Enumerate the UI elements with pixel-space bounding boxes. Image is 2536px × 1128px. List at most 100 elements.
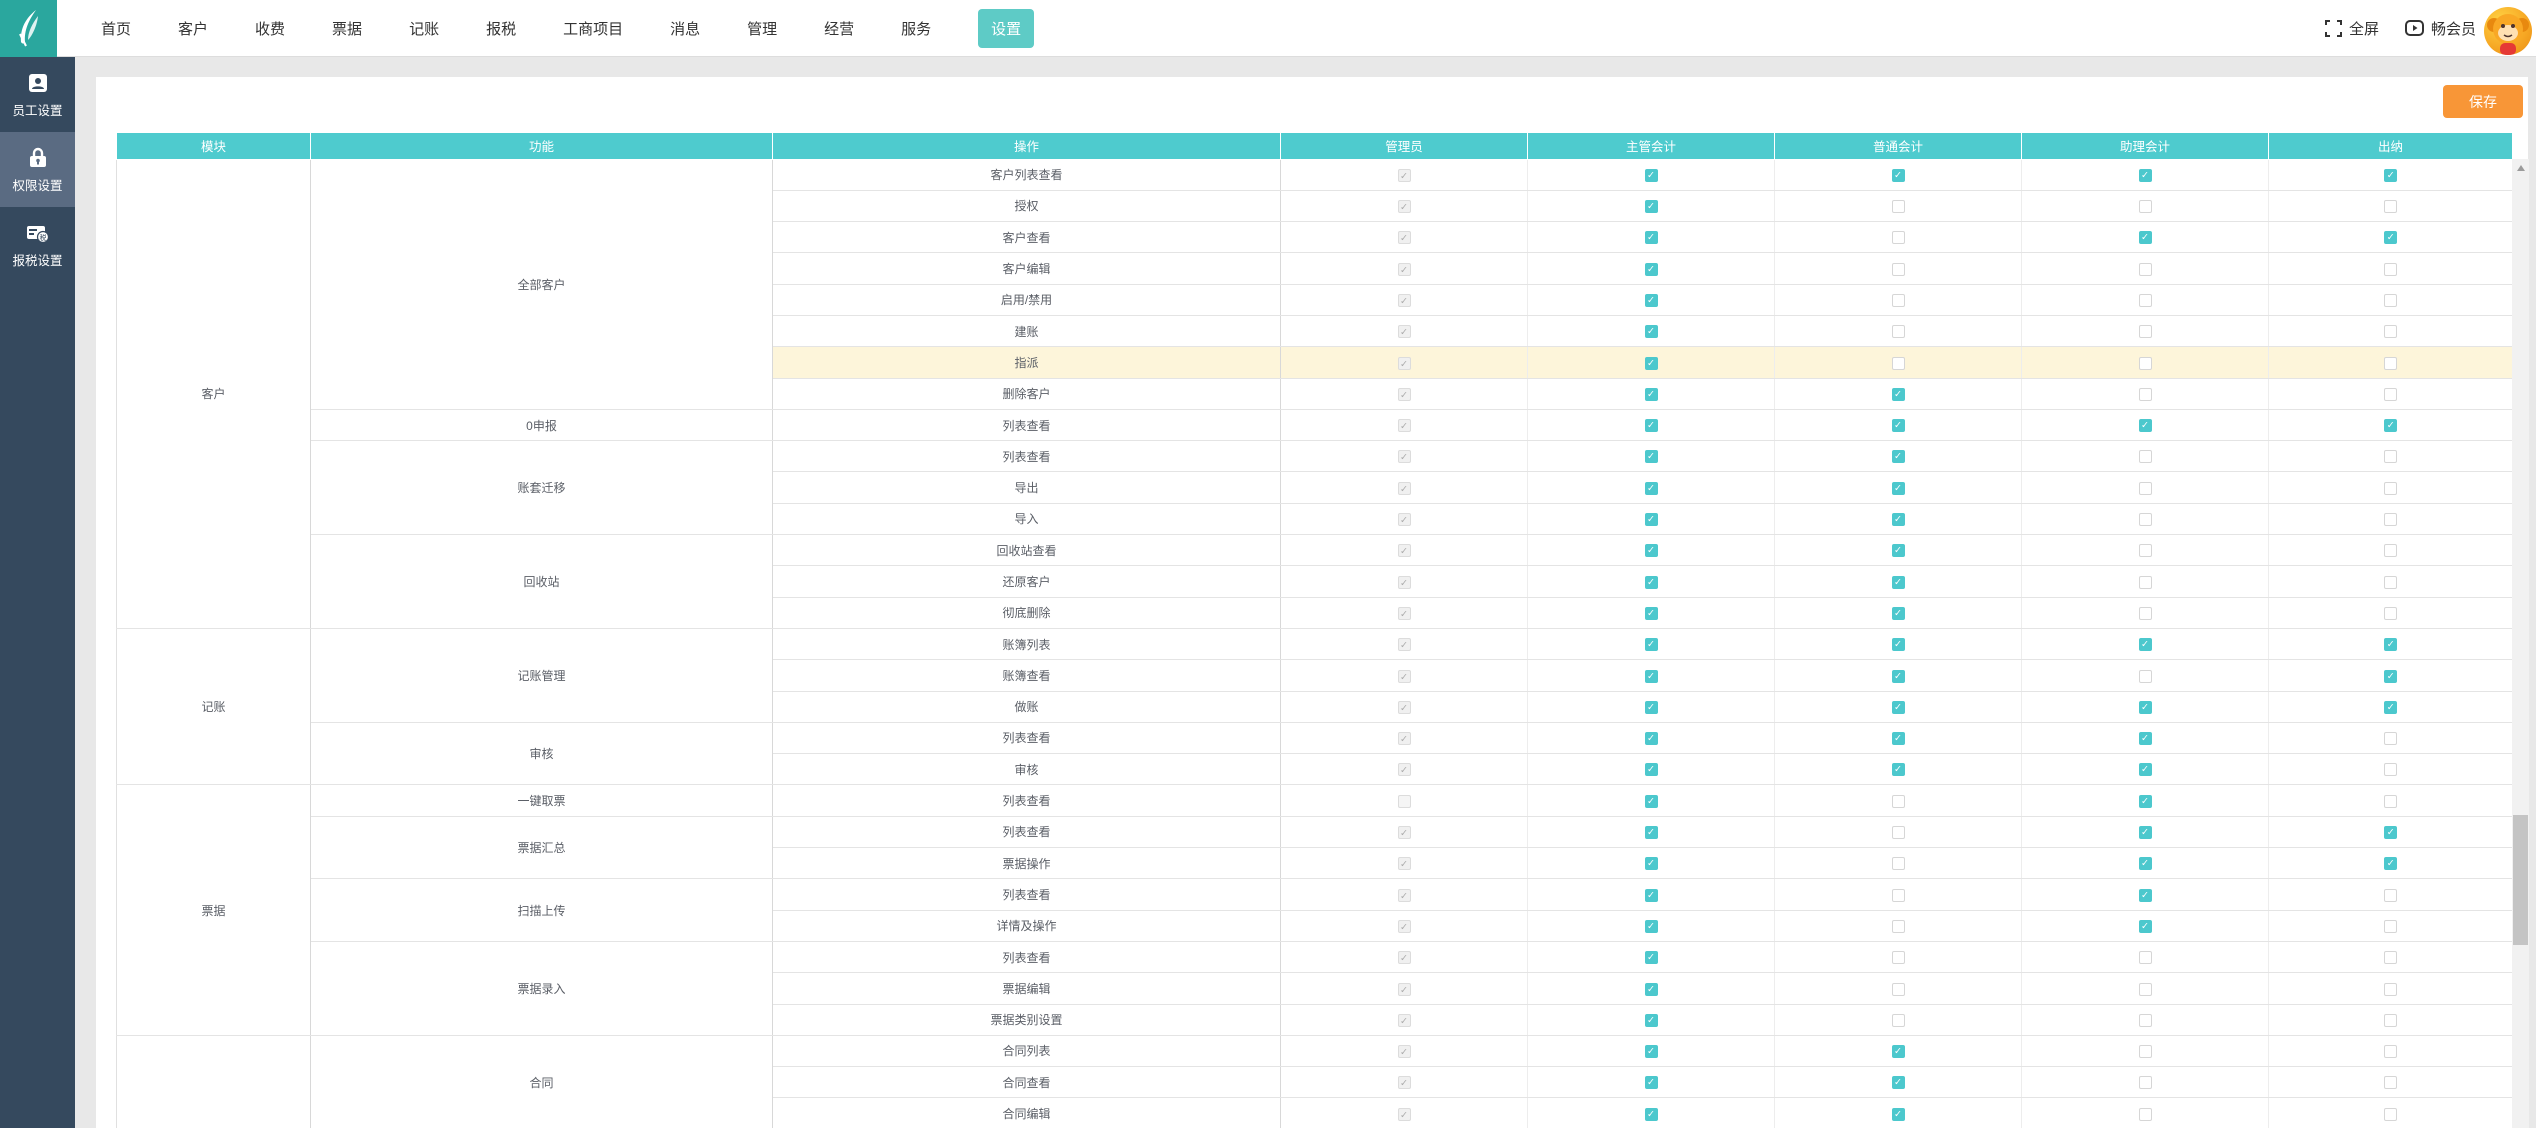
sidebar-item-报税设置[interactable]: 税报税设置 <box>0 207 75 282</box>
permission-checkbox[interactable]: ✓ <box>1891 450 1905 464</box>
permission-checkbox[interactable]: ✓ <box>1644 826 1658 840</box>
permission-checkbox[interactable]: ✓ <box>2138 168 2152 182</box>
permission-checkbox[interactable]: ✓ <box>2138 732 2152 746</box>
nav-item-票据[interactable]: 票据 <box>332 20 363 38</box>
permission-checkbox[interactable] <box>2138 200 2152 214</box>
sidebar-item-权限设置[interactable]: 权限设置 <box>0 132 75 207</box>
permission-checkbox[interactable]: ✓ <box>1644 732 1658 746</box>
nav-item-报税[interactable]: 报税 <box>486 20 517 38</box>
permission-checkbox[interactable] <box>2138 1107 2152 1121</box>
permission-checkbox[interactable]: ✓ <box>1644 544 1658 558</box>
permission-checkbox[interactable] <box>2384 200 2398 214</box>
permission-checkbox[interactable] <box>2384 982 2398 996</box>
permission-checkbox[interactable] <box>1891 982 1905 996</box>
permission-checkbox[interactable]: ✓ <box>1891 606 1905 620</box>
permission-checkbox[interactable] <box>1891 794 1905 808</box>
scroll-up-arrow-icon[interactable] <box>2512 159 2529 176</box>
permission-checkbox[interactable]: ✓ <box>1891 168 1905 182</box>
permission-checkbox[interactable] <box>2138 669 2152 683</box>
permission-checkbox[interactable] <box>2384 888 2398 902</box>
permission-checkbox[interactable]: ✓ <box>1644 513 1658 527</box>
permission-checkbox[interactable]: ✓ <box>1644 669 1658 683</box>
permission-checkbox[interactable] <box>2384 1107 2398 1121</box>
nav-item-消息[interactable]: 消息 <box>670 20 701 38</box>
nav-item-收费[interactable]: 收费 <box>255 20 286 38</box>
permission-checkbox[interactable]: ✓ <box>1644 200 1658 214</box>
nav-item-管理[interactable]: 管理 <box>747 20 778 38</box>
permission-checkbox[interactable]: ✓ <box>2384 700 2398 714</box>
permission-checkbox[interactable]: ✓ <box>1644 951 1658 965</box>
permission-checkbox[interactable] <box>2384 951 2398 965</box>
permission-checkbox[interactable] <box>2138 1076 2152 1090</box>
permission-checkbox[interactable]: ✓ <box>1644 606 1658 620</box>
permission-checkbox[interactable] <box>2384 450 2398 464</box>
permission-checkbox[interactable] <box>1891 294 1905 307</box>
permission-checkbox[interactable] <box>1891 1013 1905 1027</box>
permission-checkbox[interactable]: ✓ <box>2138 919 2152 933</box>
permission-checkbox[interactable]: ✓ <box>1644 419 1658 433</box>
permission-checkbox[interactable]: ✓ <box>2384 638 2398 652</box>
nav-item-首页[interactable]: 首页 <box>101 20 132 38</box>
permission-checkbox[interactable] <box>1891 826 1905 840</box>
permission-checkbox[interactable]: ✓ <box>1891 387 1905 401</box>
sidebar-item-员工设置[interactable]: 员工设置 <box>0 57 75 132</box>
permission-checkbox[interactable]: ✓ <box>1644 1076 1658 1090</box>
permission-checkbox[interactable]: ✓ <box>1644 1013 1658 1027</box>
permission-checkbox[interactable]: ✓ <box>1891 1045 1905 1059</box>
permission-checkbox[interactable] <box>2138 450 2152 464</box>
permission-checkbox[interactable] <box>2138 513 2152 527</box>
permission-checkbox[interactable] <box>2138 356 2152 370</box>
permission-checkbox[interactable]: ✓ <box>1644 262 1658 276</box>
permission-checkbox[interactable] <box>2138 294 2152 307</box>
fullscreen-button[interactable]: 全屏 <box>2324 18 2379 39</box>
permission-checkbox[interactable]: ✓ <box>1891 763 1905 777</box>
permission-checkbox[interactable]: ✓ <box>1644 982 1658 996</box>
permission-checkbox[interactable]: ✓ <box>2384 669 2398 683</box>
permission-checkbox[interactable] <box>2138 575 2152 589</box>
permission-checkbox[interactable] <box>2384 294 2398 307</box>
permission-checkbox[interactable]: ✓ <box>2384 168 2398 182</box>
permission-checkbox[interactable]: ✓ <box>2138 888 2152 902</box>
nav-item-客户[interactable]: 客户 <box>178 20 209 38</box>
permission-checkbox[interactable]: ✓ <box>2138 638 2152 652</box>
permission-checkbox[interactable] <box>2138 951 2152 965</box>
permission-checkbox[interactable]: ✓ <box>1891 419 1905 433</box>
permission-checkbox[interactable]: ✓ <box>2138 419 2152 433</box>
permission-checkbox[interactable]: ✓ <box>1644 638 1658 652</box>
nav-item-服务[interactable]: 服务 <box>901 20 932 38</box>
permission-checkbox[interactable]: ✓ <box>2138 763 2152 777</box>
permission-checkbox[interactable] <box>2138 387 2152 401</box>
member-button[interactable]: 畅会员 <box>2404 18 2476 39</box>
permission-checkbox[interactable]: ✓ <box>2384 419 2398 433</box>
permission-checkbox[interactable] <box>1891 356 1905 370</box>
permission-checkbox[interactable] <box>2138 262 2152 276</box>
permission-checkbox[interactable] <box>2384 794 2398 808</box>
permission-checkbox[interactable] <box>2384 1076 2398 1090</box>
permission-checkbox[interactable] <box>2384 387 2398 401</box>
permission-checkbox[interactable] <box>2384 732 2398 746</box>
permission-checkbox[interactable]: ✓ <box>2138 231 2152 245</box>
nav-item-设置[interactable]: 设置 <box>978 8 1035 48</box>
permission-checkbox[interactable] <box>1891 857 1905 871</box>
permission-checkbox[interactable]: ✓ <box>1891 1076 1905 1090</box>
permission-checkbox[interactable] <box>2384 481 2398 495</box>
nav-item-经营[interactable]: 经营 <box>824 20 855 38</box>
permission-checkbox[interactable] <box>2384 544 2398 558</box>
permission-checkbox[interactable]: ✓ <box>1644 325 1658 339</box>
permission-checkbox[interactable] <box>2384 513 2398 527</box>
permission-checkbox[interactable]: ✓ <box>1891 669 1905 683</box>
permission-checkbox[interactable] <box>2384 1013 2398 1027</box>
permission-checkbox[interactable]: ✓ <box>1644 857 1658 871</box>
table-scrollbar[interactable] <box>2512 159 2529 1128</box>
permission-checkbox[interactable] <box>1891 888 1905 902</box>
permission-checkbox[interactable]: ✓ <box>1644 1107 1658 1121</box>
user-avatar[interactable] <box>2484 7 2532 55</box>
permission-checkbox[interactable]: ✓ <box>1644 481 1658 495</box>
permission-checkbox[interactable]: ✓ <box>1644 168 1658 182</box>
permission-checkbox[interactable]: ✓ <box>1644 888 1658 902</box>
permission-checkbox[interactable]: ✓ <box>1891 1107 1905 1121</box>
permission-checkbox[interactable]: ✓ <box>1891 575 1905 589</box>
permission-checkbox[interactable]: ✓ <box>1891 638 1905 652</box>
permission-checkbox[interactable]: ✓ <box>2138 794 2152 808</box>
permission-checkbox[interactable] <box>2138 982 2152 996</box>
